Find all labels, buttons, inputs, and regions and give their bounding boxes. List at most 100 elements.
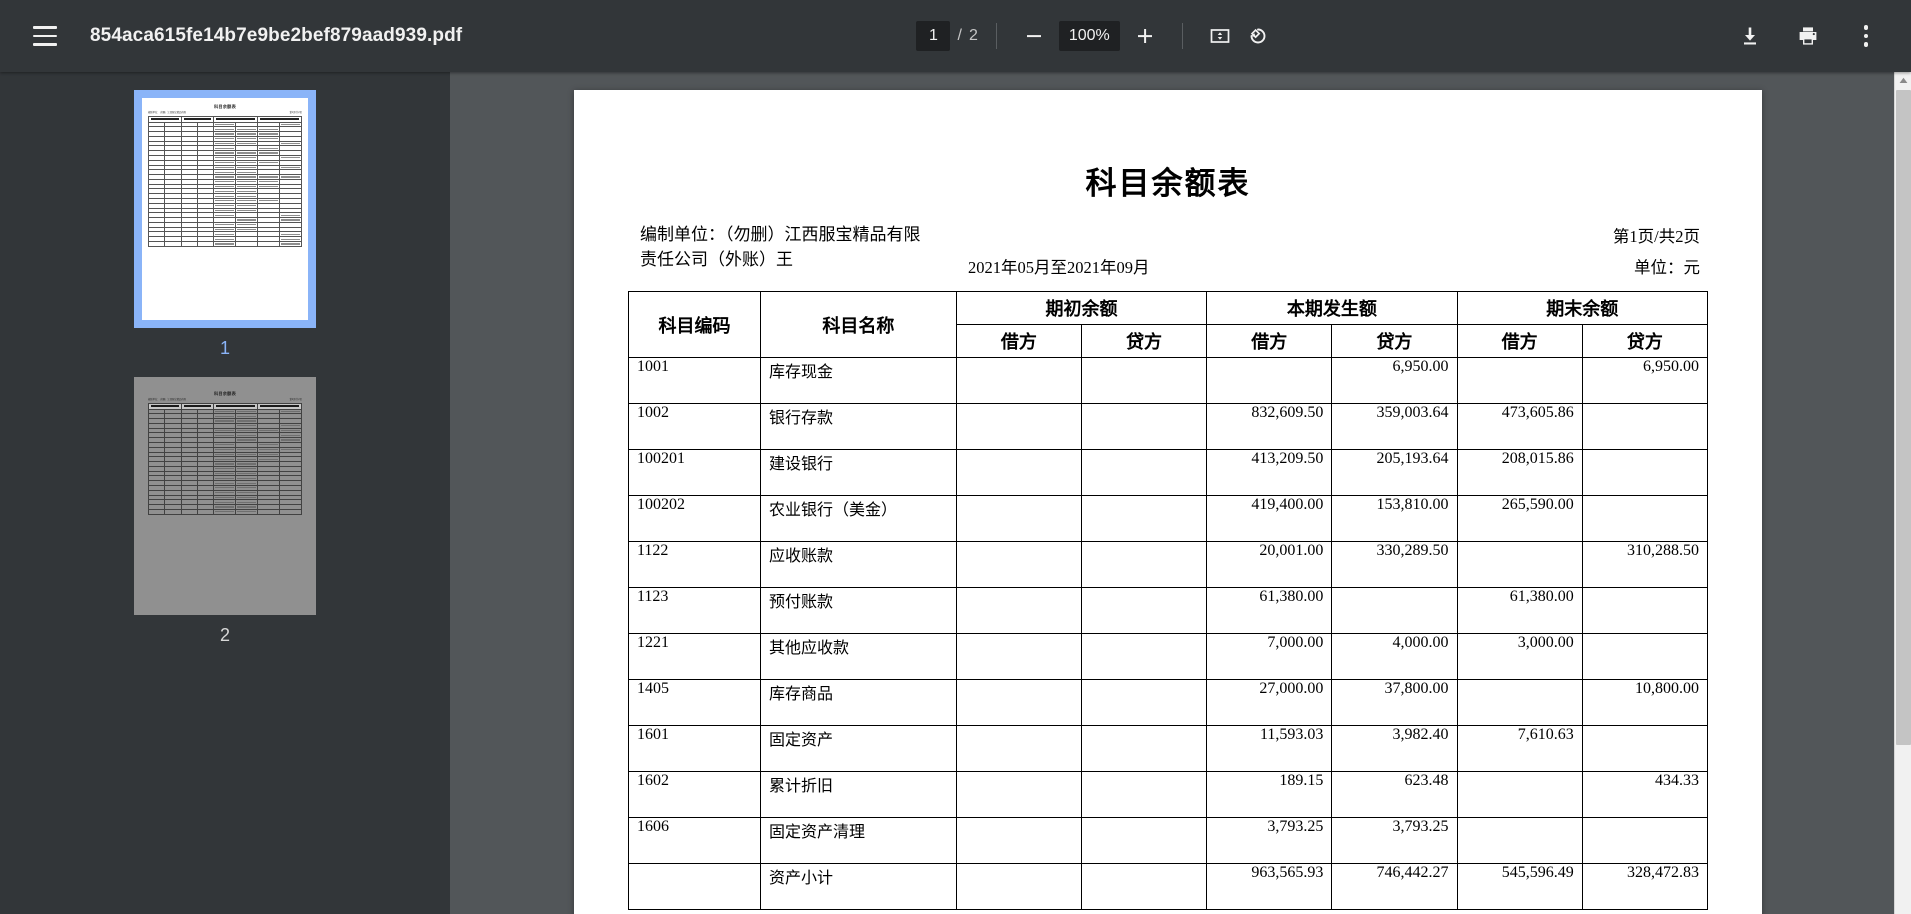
row-account-name: 农业银行（美金）	[760, 495, 957, 542]
row-period-credit: 746,442.27	[1331, 863, 1458, 910]
total-pages-label: 2	[968, 27, 978, 44]
toolbar-center-group: / 2 100%	[462, 17, 1731, 55]
hamburger-menu-icon[interactable]	[24, 15, 66, 57]
row-period-credit: 3,982.40	[1331, 725, 1458, 772]
row-account-code	[627, 863, 762, 910]
scrollbar-thumb[interactable]	[1896, 90, 1911, 745]
toolbar-divider	[995, 23, 997, 49]
print-icon[interactable]	[1789, 17, 1827, 55]
zoom-level-input[interactable]: 100%	[1058, 21, 1120, 51]
row-account-code: 1405	[627, 679, 762, 726]
vertical-scrollbar[interactable]	[1894, 72, 1911, 914]
row-opening-debit	[955, 357, 1082, 404]
row-period-debit	[1206, 357, 1333, 404]
table-row: 100202 农业银行（美金） 419,400.00 153,810.00 265,59…	[627, 495, 1709, 542]
row-account-name: 固定资产清理	[760, 817, 957, 864]
row-opening-credit	[1080, 725, 1208, 772]
row-closing-debit: 7,610.63	[1456, 725, 1583, 772]
row-closing-debit	[1456, 817, 1583, 864]
row-period-credit: 330,289.50	[1331, 541, 1458, 588]
thumb-unit-2: 编制单位：（勿删）江西服宝精品有限	[148, 399, 186, 402]
thumb-pageno-1: 第1页/共2页	[289, 112, 302, 115]
minus-icon[interactable]	[1015, 17, 1053, 55]
table-row: 1601 固定资产 11,593.03 3,982.40 7,610.63	[627, 725, 1709, 772]
row-account-name: 库存商品	[760, 679, 957, 726]
thumbnail-page-2[interactable]: 科目余额表 编制单位：（勿删）江西服宝精品有限 第2页/共2页	[134, 377, 316, 646]
row-opening-credit	[1080, 587, 1208, 634]
page-number-input[interactable]	[916, 21, 951, 51]
document-filename: 854aca615fe14b7e9be2bef879aad939.pdf	[90, 25, 463, 46]
row-period-credit: 6,950.00	[1331, 357, 1458, 404]
row-opening-credit	[1080, 449, 1208, 496]
row-account-name: 资产小计	[760, 863, 957, 910]
row-account-name: 累计折旧	[760, 771, 957, 818]
compiling-unit: 编制单位：（勿删）江西服宝精品有限 责任公司（外账）王	[640, 223, 1060, 272]
plus-icon[interactable]	[1126, 17, 1164, 55]
row-closing-debit: 473,605.86	[1456, 403, 1583, 450]
scroll-up-arrow-icon[interactable]	[1895, 72, 1911, 89]
more-vertical-icon[interactable]	[1847, 17, 1885, 55]
row-account-code: 1606	[627, 817, 762, 864]
table-row: 1606 固定资产清理 3,793.25 3,793.25	[627, 817, 1709, 864]
thumb-pageno-2: 第2页/共2页	[289, 399, 302, 402]
row-opening-credit	[1080, 633, 1208, 680]
row-period-debit: 963,565.93	[1206, 863, 1333, 910]
row-opening-debit	[955, 863, 1082, 910]
row-opening-debit	[955, 633, 1082, 680]
header-period-credit: 贷方	[1331, 324, 1458, 358]
table-header-group-row: 科目编码 科目名称 期初余额 本期发生额 期末余额	[627, 291, 1709, 358]
row-opening-debit	[955, 449, 1082, 496]
thumbnail-preview-content-1: 科目余额表 编制单位：（勿删）江西服宝精品有限 第1页/共2页	[142, 98, 308, 320]
table-row: 1405 库存商品 27,000.00 37,800.00 10,800.00	[627, 679, 1709, 726]
row-account-code: 1221	[627, 633, 762, 680]
row-opening-debit	[955, 495, 1082, 542]
row-period-debit: 3,793.25	[1206, 817, 1333, 864]
pdf-viewer-area[interactable]: 科目余额表 编制单位：（勿删）江西服宝精品有限 责任公司（外账）王 2021年0…	[450, 72, 1911, 914]
row-period-credit: 623.48	[1331, 771, 1458, 818]
thumbnail-preview-content-2: 科目余额表 编制单位：（勿删）江西服宝精品有限 第2页/共2页	[142, 385, 308, 607]
row-closing-credit: 434.33	[1581, 771, 1709, 818]
document-meta: 编制单位：（勿删）江西服宝精品有限 责任公司（外账）王 2021年05月至202…	[628, 223, 1708, 291]
row-closing-credit	[1581, 449, 1709, 496]
row-closing-credit	[1581, 495, 1709, 542]
row-account-name: 固定资产	[760, 725, 957, 772]
row-closing-debit	[1456, 771, 1583, 818]
row-account-code: 1122	[627, 541, 762, 588]
header-opening-debit: 借方	[955, 324, 1082, 358]
row-account-name: 库存现金	[760, 357, 957, 404]
row-closing-debit: 265,590.00	[1456, 495, 1583, 542]
row-account-code: 100201	[627, 449, 762, 496]
row-account-code: 100202	[627, 495, 762, 542]
report-period: 2021年05月至2021年09月	[968, 258, 1150, 277]
balance-table-head: 科目编码 科目名称 期初余额 本期发生额 期末余额 借方 贷方 借方 贷方 借方…	[627, 291, 1709, 358]
pdf-page-1: 科目余额表 编制单位：（勿删）江西服宝精品有限 责任公司（外账）王 2021年0…	[574, 90, 1762, 914]
table-header-sub-row: 借方 贷方 借方 贷方 借方 贷方	[629, 324, 1709, 358]
row-period-debit: 11,593.03	[1206, 725, 1333, 772]
row-period-credit	[1331, 587, 1458, 634]
header-opening-credit: 贷方	[1080, 324, 1208, 358]
row-closing-credit	[1581, 633, 1709, 680]
thumbnail-image-1[interactable]: 科目余额表 编制单位：（勿删）江西服宝精品有限 第1页/共2页	[134, 90, 316, 328]
row-opening-credit	[1080, 357, 1208, 404]
page-title: 科目余额表	[1085, 166, 1251, 201]
table-row: 1602 累计折旧 189.15 623.48 434.33	[627, 771, 1709, 818]
table-row: 资产小计 963,565.93 746,442.27 545,596.49 328,47…	[627, 863, 1709, 910]
thumbnail-image-2[interactable]: 科目余额表 编制单位：（勿删）江西服宝精品有限 第2页/共2页	[134, 377, 316, 615]
balance-table: 科目编码 科目名称 期初余额 本期发生额 期末余额 借方 贷方 借方 贷方 借方…	[627, 291, 1709, 910]
toolbar-divider-2	[1181, 23, 1183, 49]
pdf-toolbar: 854aca615fe14b7e9be2bef879aad939.pdf / 2…	[0, 0, 1911, 72]
download-icon[interactable]	[1731, 17, 1769, 55]
row-period-credit: 3,793.25	[1331, 817, 1458, 864]
thumbnail-sidebar[interactable]: 科目余额表 编制单位：（勿删）江西服宝精品有限 第1页/共2页	[0, 72, 450, 914]
row-period-debit: 7,000.00	[1206, 633, 1333, 680]
toolbar-right-group	[1731, 17, 1911, 55]
thumb-meta-1: 编制单位：（勿删）江西服宝精品有限 第1页/共2页	[148, 112, 302, 114]
row-opening-credit	[1080, 817, 1208, 864]
header-account-code: 科目编码	[627, 291, 762, 358]
thumbnail-page-1[interactable]: 科目余额表 编制单位：（勿删）江西服宝精品有限 第1页/共2页	[134, 90, 316, 359]
table-row: 100201 建设银行 413,209.50 205,193.64 208,015.86	[627, 449, 1709, 496]
row-period-credit: 205,193.64	[1331, 449, 1458, 496]
rotate-counterclockwise-icon[interactable]	[1239, 17, 1277, 55]
thumb-unit-1: 编制单位：（勿删）江西服宝精品有限	[148, 112, 186, 115]
fit-to-page-icon[interactable]	[1201, 17, 1239, 55]
